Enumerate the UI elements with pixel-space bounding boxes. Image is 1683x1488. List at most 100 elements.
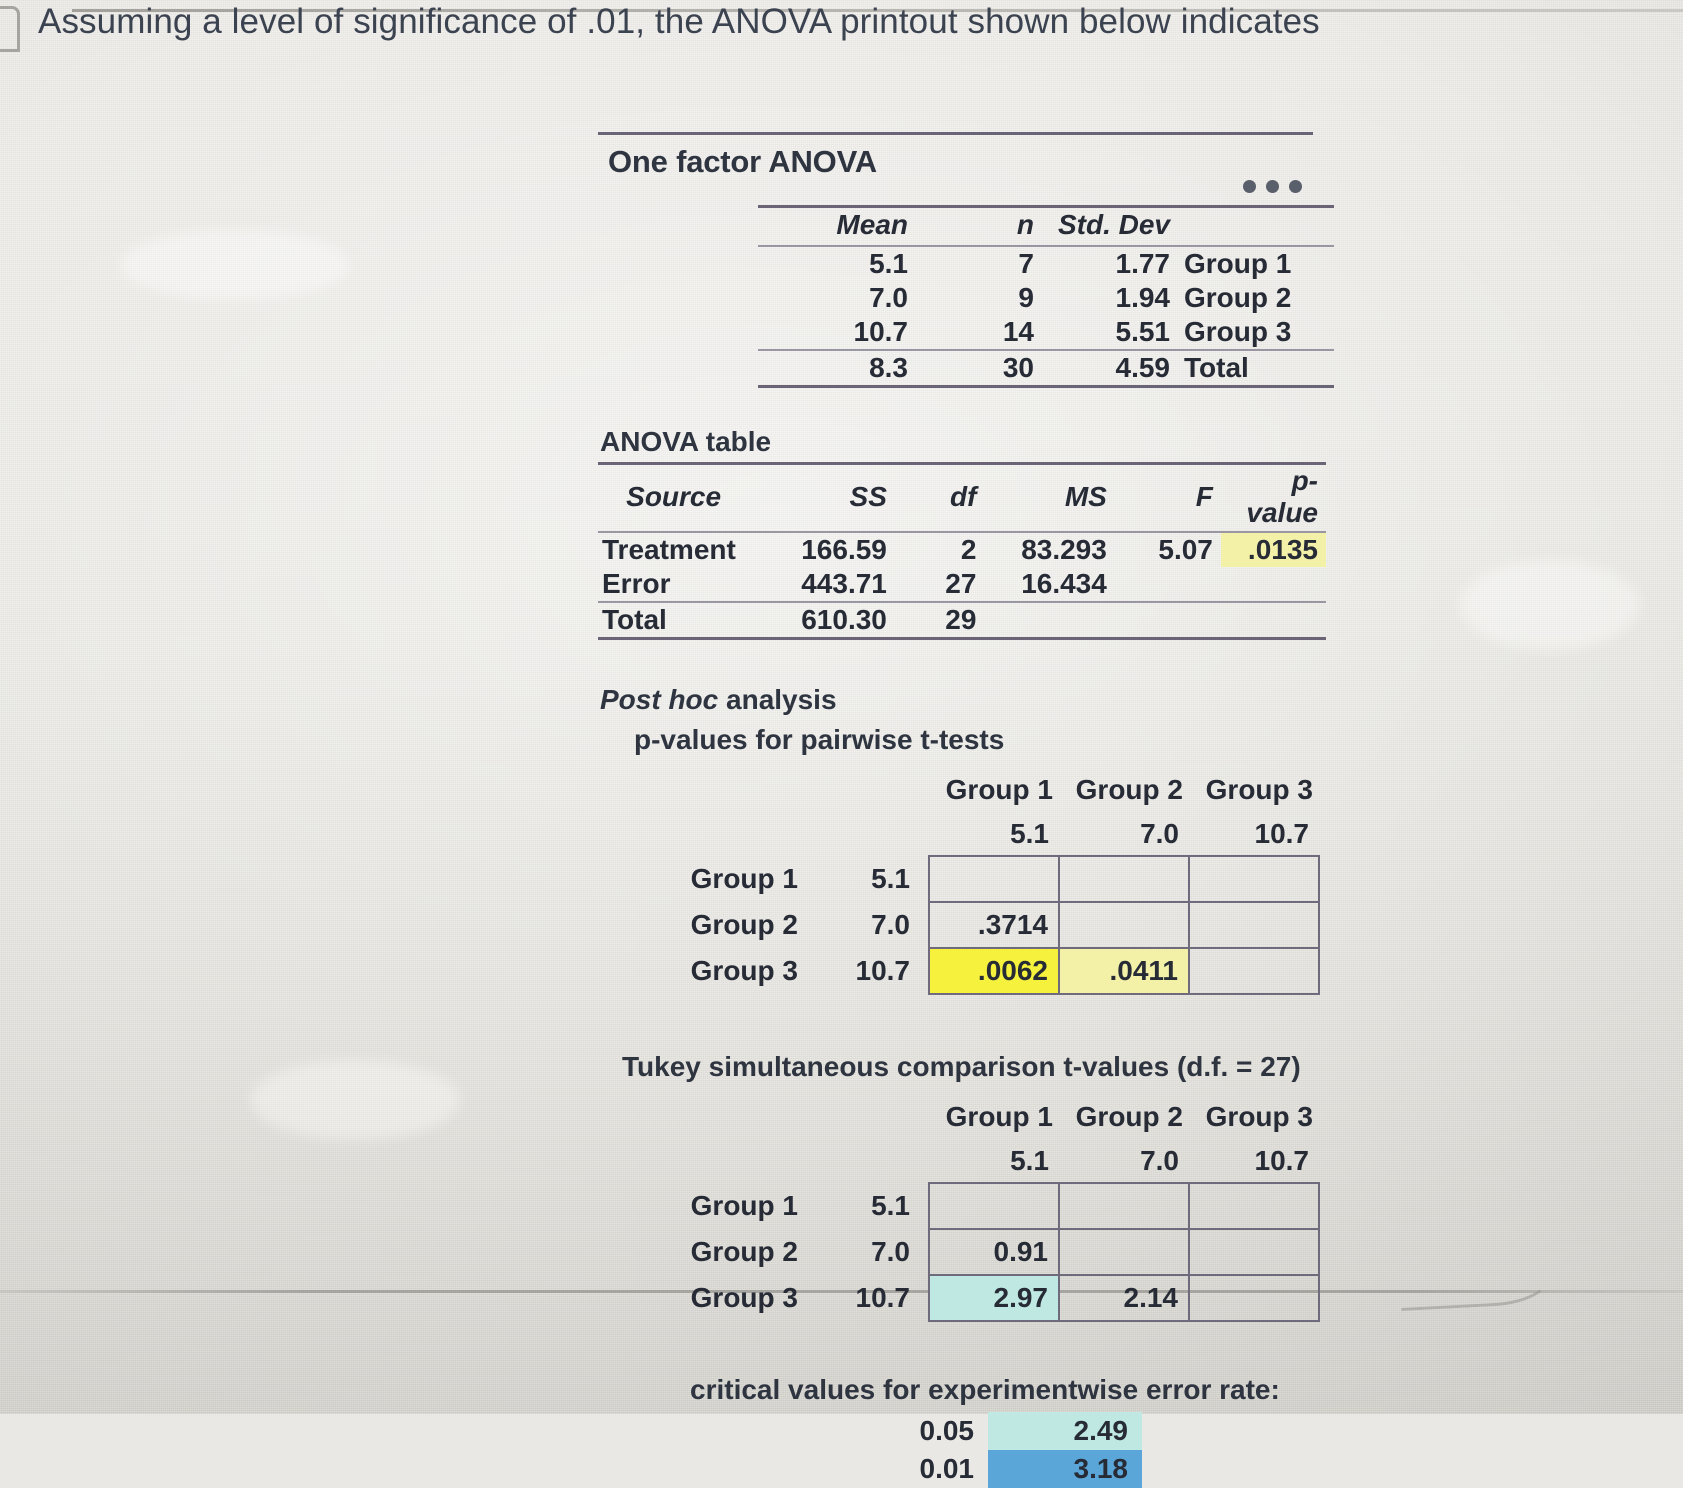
col-header-std-dev: Std. Dev [1042, 205, 1180, 246]
table-row-total: Total 610.30 29 [598, 601, 1326, 640]
cell-ms: 16.434 [1021, 568, 1107, 599]
cell-label: Group 1 [1180, 245, 1334, 281]
cell-g3-g2: 2.14 [1058, 1274, 1190, 1322]
pairwise-matrix-wrap: Group 1 Group 2 Group 3 5.1 7.0 10.7 Gro… [598, 768, 1358, 995]
col-header-mean: Mean [758, 205, 914, 246]
cell-n: 9 [1018, 282, 1034, 313]
matrix-row-group-2: Group 2 7.0 .3714 [646, 901, 1320, 949]
col-mean-group-3: 10.7 [1254, 817, 1310, 849]
cell-g3-g1: .0062 [928, 947, 1060, 995]
table-row: 5.1 7 1.77 Group 1 [758, 245, 1334, 281]
tukey-matrix-wrap: Group 1 Group 2 Group 3 5.1 7.0 10.7 Gro… [598, 1095, 1358, 1322]
table-row: 7.0 9 1.94 Group 2 [758, 281, 1334, 315]
cell-g2-g3 [1188, 901, 1320, 949]
col-header-df: df [908, 462, 987, 532]
cell-ss: 443.71 [801, 568, 887, 599]
browser-tab-stub [0, 6, 20, 52]
row-label-group-1: Group 1 [690, 863, 798, 894]
col-header-group [1180, 205, 1334, 246]
row-mean-group-1: 5.1 [871, 863, 910, 894]
cell-g2-g3 [1188, 1228, 1320, 1276]
cell-g2-g2 [1058, 1228, 1190, 1276]
cell-df: 2 [908, 531, 987, 567]
cell-source: Treatment [598, 531, 746, 567]
cell-n: 14 [1002, 316, 1034, 347]
anova-table: Source SS df MS F p-value Treatment 166.… [598, 462, 1326, 640]
cell-g2-g1: 0.91 [928, 1228, 1060, 1276]
ellipsis-dot-icon [1243, 180, 1256, 193]
anova-table-label: ANOVA table [600, 426, 772, 457]
ellipsis-dot-icon [1266, 180, 1279, 193]
matrix-row-group-2: Group 2 7.0 0.91 [646, 1228, 1320, 1276]
cell-ms: 83.293 [986, 531, 1131, 567]
cell-f [1130, 601, 1221, 640]
table-header-row: Source SS df MS F p-value [598, 462, 1326, 532]
table-row-error: Error 443.71 27 16.434 [598, 567, 1326, 602]
cell-std-dev: 5.51 [1115, 316, 1171, 347]
col-header-source: Source [598, 462, 746, 532]
cell-critical-value: 3.18 [988, 1450, 1142, 1488]
pairwise-pvalues-matrix: Group 1 Group 2 Group 3 5.1 7.0 10.7 Gro… [646, 768, 1320, 995]
matrix-row-group-3: Group 3 10.7 .0062 .0411 [646, 947, 1320, 995]
question-prompt: Assuming a level of significance of .01,… [38, 2, 1320, 41]
col-mean-group-3: 10.7 [1254, 1144, 1310, 1176]
row-mean-group-1: 5.1 [871, 1190, 910, 1221]
col-header-group-2: Group 2 [1075, 1101, 1183, 1132]
tukey-heading: Tukey simultaneous comparison t-values (… [622, 1051, 1301, 1082]
pairwise-subtitle: p-values for pairwise t-tests [634, 724, 1005, 755]
table-row: 10.7 14 5.51 Group 3 [758, 315, 1334, 350]
cell-p-value [1220, 601, 1326, 640]
cell-ss: 166.59 [745, 531, 909, 567]
col-header-ms: MS [986, 462, 1131, 532]
cell-g2-g2 [1058, 901, 1190, 949]
row-mean-group-2: 7.0 [871, 909, 910, 940]
printout-title: One factor ANOVA [608, 144, 877, 179]
col-mean-group-1: 5.1 [1010, 817, 1049, 849]
cell-f [1131, 567, 1221, 602]
cell-std-dev: 1.77 [1042, 245, 1180, 281]
matrix-row-group-1: Group 1 5.1 [646, 1182, 1320, 1230]
table-row-treatment: Treatment 166.59 2 83.293 5.07 .0135 [598, 531, 1326, 567]
browser-bottom-divider [0, 1290, 1683, 1293]
table-row-alpha-05: 0.05 2.49 [888, 1412, 1142, 1450]
row-label-group-1: Group 1 [690, 1190, 798, 1221]
cell-alpha: 0.05 [919, 1415, 975, 1446]
row-label-group-3: Group 3 [690, 1282, 798, 1313]
post-hoc-heading-italic: Post hoc [600, 684, 719, 715]
matrix-column-mean-row: 5.1 7.0 10.7 [646, 1139, 1319, 1183]
cell-p-value [1221, 567, 1326, 602]
anova-printout-panel: One factor ANOVA Mean n Std. Dev 5.1 7 1… [598, 132, 1358, 1488]
group-summary-table: Mean n Std. Dev 5.1 7 1.77 Group 1 7.0 9… [758, 205, 1334, 388]
critical-values-heading: critical values for experimentwise error… [690, 1374, 1280, 1405]
col-header-ss: SS [745, 462, 909, 532]
cell-df: 29 [908, 601, 987, 640]
cell-f: 5.07 [1130, 531, 1221, 567]
cell-g3-g3 [1188, 1274, 1320, 1322]
cell-label: Group 2 [1184, 282, 1292, 313]
critical-values-table: 0.05 2.49 0.01 3.18 [888, 1412, 1142, 1488]
ellipsis-dot-icon [1289, 180, 1302, 193]
matrix-column-mean-row: 5.1 7.0 10.7 [646, 812, 1319, 856]
cell-std-dev: 4.59 [1042, 349, 1180, 388]
cell-g1-g3 [1188, 1182, 1320, 1230]
cell-ss: 610.30 [745, 601, 909, 640]
row-mean-group-3: 10.7 [855, 1282, 911, 1313]
col-header-n: n [914, 205, 1042, 246]
tukey-tvalues-matrix: Group 1 Group 2 Group 3 5.1 7.0 10.7 Gro… [646, 1095, 1320, 1322]
cell-critical-value: 2.49 [988, 1412, 1142, 1450]
col-mean-group-1: 5.1 [1010, 1144, 1049, 1176]
cell-label: Group 3 [1184, 316, 1292, 347]
cell-source: Error [602, 568, 671, 599]
row-mean-group-2: 7.0 [871, 1236, 910, 1267]
matrix-column-header-row: Group 1 Group 2 Group 3 [646, 768, 1319, 812]
cell-p-value: .0135 [1220, 531, 1326, 567]
post-hoc-heading: Post hoc analysis [600, 684, 1358, 716]
col-header-group-3: Group 3 [1205, 774, 1313, 805]
overflow-menu-button[interactable] [1243, 180, 1302, 193]
table-row-alpha-01: 0.01 3.18 [888, 1450, 1142, 1488]
col-header-group-1: Group 1 [945, 1101, 1053, 1132]
cell-ms [986, 601, 1131, 640]
cell-g1-g2 [1058, 855, 1190, 903]
row-label-group-3: Group 3 [690, 955, 798, 986]
matrix-row-group-1: Group 1 5.1 [646, 855, 1320, 903]
